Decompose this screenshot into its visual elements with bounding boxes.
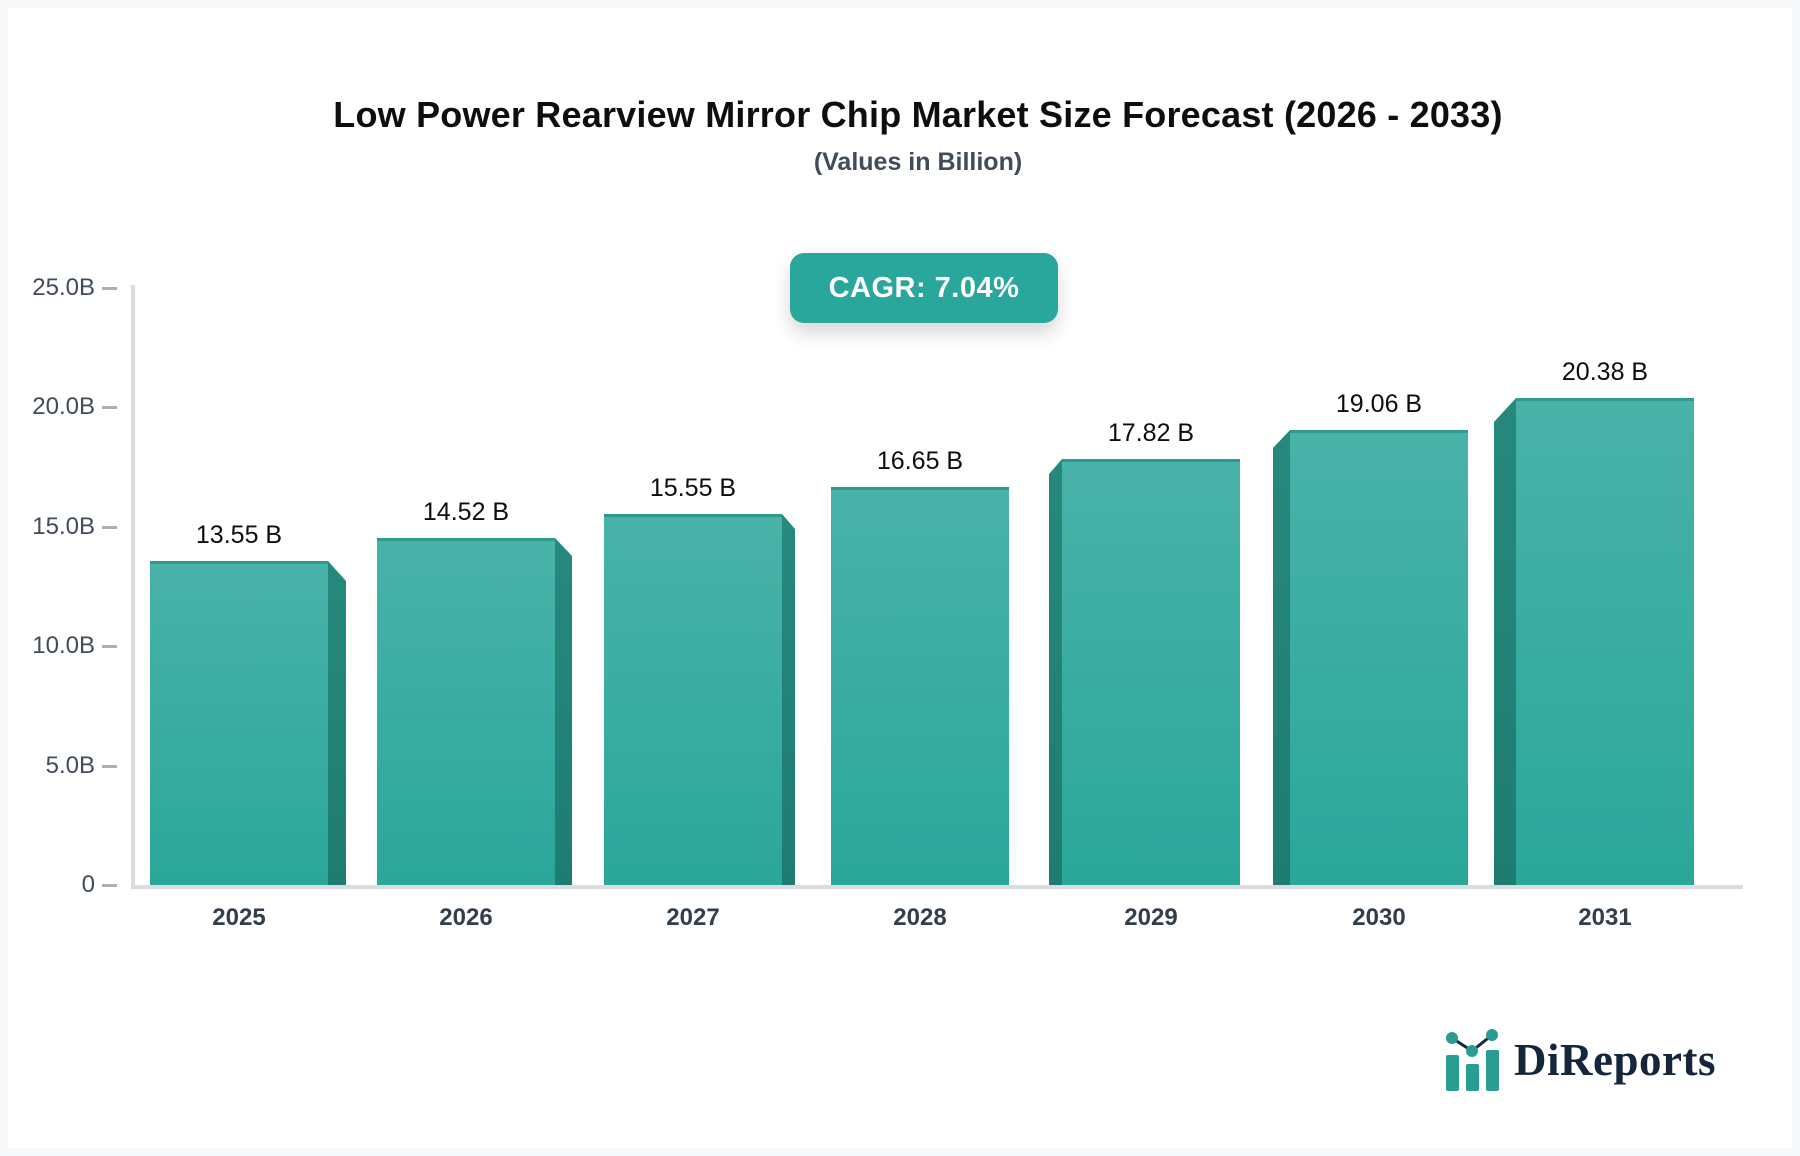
- chart-title: Low Power Rearview Mirror Chip Market Si…: [333, 94, 1503, 135]
- y-axis-tick: [102, 526, 117, 529]
- bar-value-label: 17.82 B: [1107, 419, 1195, 447]
- bar-value-label: 13.55 B: [195, 521, 283, 549]
- bar-side-2029: [1049, 459, 1062, 885]
- direports-logo: DiReports: [1444, 1022, 1716, 1098]
- bar-side-2031: [1494, 398, 1516, 885]
- logo-text: DiReports: [1514, 1035, 1716, 1085]
- x-axis-label-2025: 2025: [212, 904, 266, 931]
- bar-value-label: 16.65 B: [876, 447, 964, 475]
- bar-2026[interactable]: [377, 538, 555, 885]
- bar-side-2030: [1273, 430, 1290, 885]
- y-axis-tick: [102, 884, 117, 887]
- x-axis-label-2031: 2031: [1578, 904, 1632, 931]
- y-axis-label: 0: [81, 871, 95, 898]
- bar-value-label: 14.52 B: [422, 498, 510, 526]
- y-axis-tick: [102, 406, 117, 409]
- bar-2027[interactable]: [604, 514, 782, 885]
- x-axis-label-2030: 2030: [1352, 904, 1406, 931]
- x-axis-label-2029: 2029: [1124, 904, 1178, 931]
- y-axis-label: 15.0B: [32, 513, 95, 540]
- bar-value-label: 20.38 B: [1561, 358, 1649, 386]
- bar-side-2025: [328, 561, 346, 885]
- cagr-badge-label: CAGR: 7.04%: [828, 271, 1020, 304]
- bar-2025[interactable]: [150, 561, 328, 885]
- y-axis-tick: [102, 287, 117, 290]
- bar-2028[interactable]: [831, 487, 1009, 885]
- bar-2029[interactable]: [1062, 459, 1240, 885]
- y-axis-label: 25.0B: [32, 274, 95, 301]
- bar-value-label: 15.55 B: [649, 474, 737, 502]
- y-axis-tick: [102, 765, 117, 768]
- bar-value-label: 19.06 B: [1335, 390, 1423, 418]
- y-axis-label: 5.0B: [45, 752, 95, 779]
- bar-side-2027: [782, 514, 795, 885]
- x-axis-line: [131, 885, 1743, 889]
- y-axis-label: 20.0B: [32, 393, 95, 420]
- y-axis-line: [131, 285, 135, 889]
- chart-subtitle: (Values in Billion): [813, 148, 1023, 176]
- cagr-badge: CAGR: 7.04%: [790, 253, 1058, 323]
- x-axis-label-2028: 2028: [893, 904, 947, 931]
- x-axis-label-2027: 2027: [666, 904, 720, 931]
- bar-2031[interactable]: [1516, 398, 1694, 885]
- bar-side-2026: [555, 538, 572, 885]
- mini-bar-chart-icon: [1446, 1029, 1499, 1091]
- y-axis-label: 10.0B: [32, 632, 95, 659]
- bar-2030[interactable]: [1290, 430, 1468, 885]
- x-axis-label-2026: 2026: [439, 904, 493, 931]
- y-axis-tick: [102, 645, 117, 648]
